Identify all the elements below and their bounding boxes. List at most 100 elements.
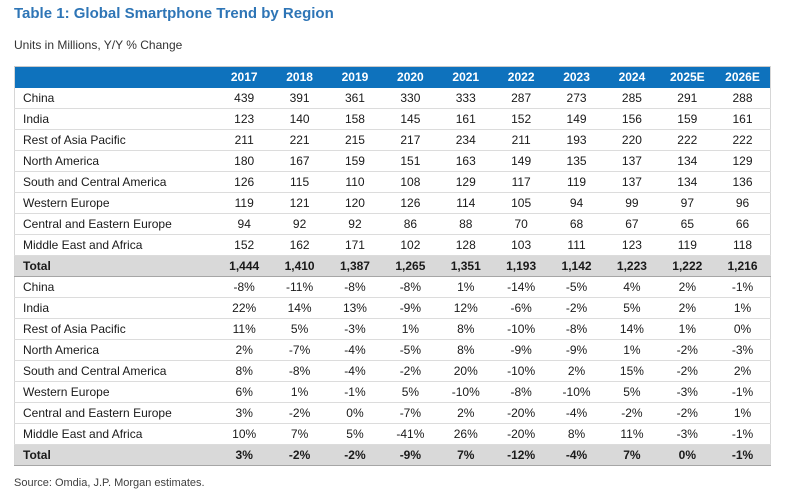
table-row: Middle East and Africa 152 162 171 102 128 103… [14,234,771,256]
value-cell: 1,387 [327,254,383,277]
value-cell: 137 [604,150,660,172]
value-cell: 193 [548,129,605,151]
value-cell: 137 [604,171,660,193]
value-cell: 7% [438,443,494,466]
value-cell: 3% [216,443,272,466]
value-cell: 88 [438,213,494,235]
year-column-header: 2025E [659,66,716,88]
value-cell: 126 [216,171,272,193]
value-cell: 149 [548,108,605,130]
value-cell: 161 [438,108,494,130]
region-cell: India [14,108,217,130]
value-cell: 291 [659,87,716,109]
value-cell: 5% [271,318,328,340]
value-cell: -5% [382,339,439,361]
table-row: Western Europe 6% 1% -1% 5% -10% -8% -10% 5% -3% -… [14,381,771,403]
value-cell: 115 [271,171,328,193]
value-cell: 1% [604,339,660,361]
value-cell: 288 [715,87,771,109]
value-cell: -41% [382,423,439,445]
value-cell: 108 [382,171,439,193]
value-cell: 285 [604,87,660,109]
value-cell: 92 [327,213,383,235]
region-column-header [14,66,217,88]
region-cell: Central and Eastern Europe [14,213,217,235]
year-column-header: 2022 [493,66,549,88]
value-cell: 145 [382,108,439,130]
value-cell: 128 [438,234,494,256]
value-cell: 152 [216,234,272,256]
value-cell: 118 [715,234,771,256]
value-cell: 273 [548,87,605,109]
value-cell: 330 [382,87,439,109]
value-cell: 22% [216,297,272,319]
value-cell: -3% [715,339,771,361]
value-cell: 1,216 [715,254,771,277]
value-cell: 5% [604,381,660,403]
value-cell: 97 [659,192,716,214]
value-cell: 2% [715,360,771,382]
value-cell: 167 [271,150,328,172]
value-cell: 156 [604,108,660,130]
region-cell: India [14,297,217,319]
value-cell: 234 [438,129,494,151]
value-cell: 162 [271,234,328,256]
region-cell: Western Europe [14,192,217,214]
region-cell: Middle East and Africa [14,423,217,445]
value-cell: 7% [604,443,660,466]
value-cell: 15% [604,360,660,382]
value-cell: 163 [438,150,494,172]
value-cell: 151 [382,150,439,172]
smartphone-table: 2017 2018 2019 2020 2021 2022 2023 2024 2025E 202… [14,66,771,466]
table-row: Central and Eastern Europe 94 92 92 86 88 70 68… [14,213,771,235]
year-column-header: 2021 [438,66,494,88]
value-cell: -10% [493,360,549,382]
value-cell: 65 [659,213,716,235]
value-cell: 11% [604,423,660,445]
value-cell: 92 [271,213,328,235]
value-cell: 8% [548,423,605,445]
value-cell: 159 [327,150,383,172]
value-cell: 102 [382,234,439,256]
value-cell: -12% [493,443,549,466]
year-column-header: 2017 [216,66,272,88]
value-cell: 86 [382,213,439,235]
value-cell: 211 [493,129,549,151]
value-cell: 1% [438,276,494,298]
value-cell: 1,351 [438,254,494,277]
table-header: 2017 2018 2019 2020 2021 2022 2023 2024 2025E 202… [14,66,771,88]
table-row: China -8% -11% -8% -8% 1% -14% -5% 4% 2% -1% [14,276,771,298]
value-cell: 140 [271,108,328,130]
value-cell: -7% [382,402,439,424]
value-cell: -8% [216,276,272,298]
value-cell: 94 [548,192,605,214]
value-cell: -2% [382,360,439,382]
value-cell: -9% [382,443,439,466]
value-cell: 8% [216,360,272,382]
value-cell: 129 [715,150,771,172]
value-cell: -9% [548,339,605,361]
value-cell: -3% [659,423,716,445]
value-cell: 8% [438,339,494,361]
value-cell: -8% [271,360,328,382]
value-cell: 119 [216,192,272,214]
table-row: Western Europe 119 121 120 126 114 105 94 99 97 96 [14,192,771,214]
value-cell: -5% [548,276,605,298]
value-cell: 221 [271,129,328,151]
value-cell: 1,142 [548,254,605,277]
value-cell: 439 [216,87,272,109]
value-cell: 111 [548,234,605,256]
value-cell: 1% [382,318,439,340]
value-cell: 1% [659,318,716,340]
value-cell: 5% [382,381,439,403]
region-cell: Total [14,254,217,277]
table-row: India 123 140 158 145 161 152 149 156 159 161 [14,108,771,130]
year-column-header: 2018 [271,66,328,88]
value-cell: 94 [216,213,272,235]
value-cell: 333 [438,87,494,109]
value-cell: 135 [548,150,605,172]
value-cell: -3% [659,381,716,403]
value-cell: 1,410 [271,254,328,277]
value-cell: -20% [493,423,549,445]
value-cell: 1% [271,381,328,403]
